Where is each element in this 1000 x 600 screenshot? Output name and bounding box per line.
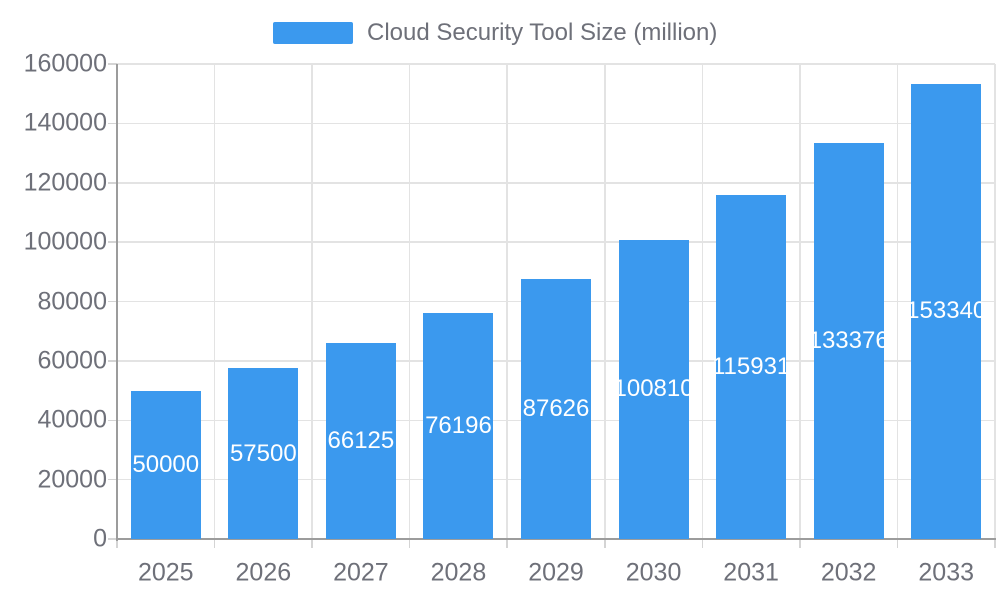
v-gridline (701, 64, 704, 539)
y-tick (108, 478, 117, 481)
v-gridline (506, 64, 508, 539)
x-axis-label: 2031 (723, 558, 779, 587)
v-gridline (799, 64, 801, 539)
y-axis-label: 20000 (37, 465, 107, 494)
x-tick (604, 539, 606, 548)
bar[interactable] (325, 342, 396, 539)
y-axis-label: 0 (93, 524, 107, 553)
y-axis-label: 160000 (23, 49, 107, 78)
h-gridline (117, 182, 995, 184)
v-gridline (994, 64, 996, 539)
y-axis-label: 80000 (37, 287, 107, 315)
v-gridline (311, 64, 313, 539)
x-axis-label: 2027 (333, 558, 389, 587)
x-axis-label: 2025 (137, 558, 194, 587)
x-tick (213, 539, 216, 548)
bar-value-label: 133376 (808, 327, 889, 355)
x-axis-line (116, 538, 996, 540)
y-axis-line (116, 64, 118, 541)
bar[interactable] (521, 278, 591, 539)
legend-label: Cloud Security Tool Size (million) (367, 19, 718, 46)
y-axis-label: 140000 (23, 108, 107, 137)
h-gridline (117, 63, 995, 65)
bar-value-label: 100810 (613, 375, 694, 403)
y-axis-label: 120000 (23, 168, 107, 197)
x-tick (506, 539, 508, 548)
y-tick (108, 360, 117, 362)
x-axis-label: 2033 (918, 558, 975, 587)
bar-value-label: 87626 (522, 394, 590, 422)
h-gridline (117, 122, 995, 125)
x-axis-label: 2028 (430, 558, 487, 587)
bar-value-label: 66125 (327, 426, 395, 454)
bar-value-label: 76196 (425, 411, 492, 439)
y-axis-label: 100000 (23, 227, 107, 256)
bar[interactable] (618, 239, 689, 539)
y-tick (108, 182, 117, 184)
x-tick (701, 539, 704, 548)
bar-value-label: 115931 (711, 352, 791, 380)
x-tick (408, 539, 411, 548)
x-tick (311, 539, 313, 548)
x-tick (896, 539, 899, 548)
bar[interactable] (423, 312, 494, 539)
y-tick (108, 241, 117, 243)
h-gridline (117, 241, 995, 243)
legend-item[interactable]: Cloud Security Tool Size (million) (273, 21, 717, 45)
x-axis-label: 2029 (528, 558, 584, 587)
y-tick (108, 419, 117, 421)
y-axis-label: 40000 (37, 405, 107, 434)
x-axis-label: 2032 (820, 558, 877, 587)
x-tick (116, 539, 118, 548)
bar-value-label: 57500 (229, 439, 297, 467)
x-axis-label: 2026 (235, 558, 292, 587)
y-tick (108, 63, 117, 65)
y-axis-label: 60000 (37, 346, 107, 375)
x-tick (994, 539, 996, 548)
bar[interactable] (228, 368, 299, 539)
v-gridline (213, 64, 216, 539)
v-gridline (408, 64, 411, 539)
v-gridline (896, 64, 899, 539)
y-tick (108, 300, 117, 303)
y-tick (108, 538, 117, 540)
bar[interactable] (716, 194, 787, 539)
x-axis-label: 2030 (625, 558, 682, 587)
bar[interactable] (911, 83, 982, 539)
legend-swatch-icon (273, 22, 353, 44)
bar-value-label: 153340 (906, 297, 987, 325)
bar[interactable] (813, 143, 884, 539)
y-tick (108, 122, 117, 125)
bar-value-label: 50000 (132, 450, 200, 478)
x-tick (799, 539, 801, 548)
bar[interactable] (130, 390, 201, 539)
v-gridline (604, 64, 606, 539)
